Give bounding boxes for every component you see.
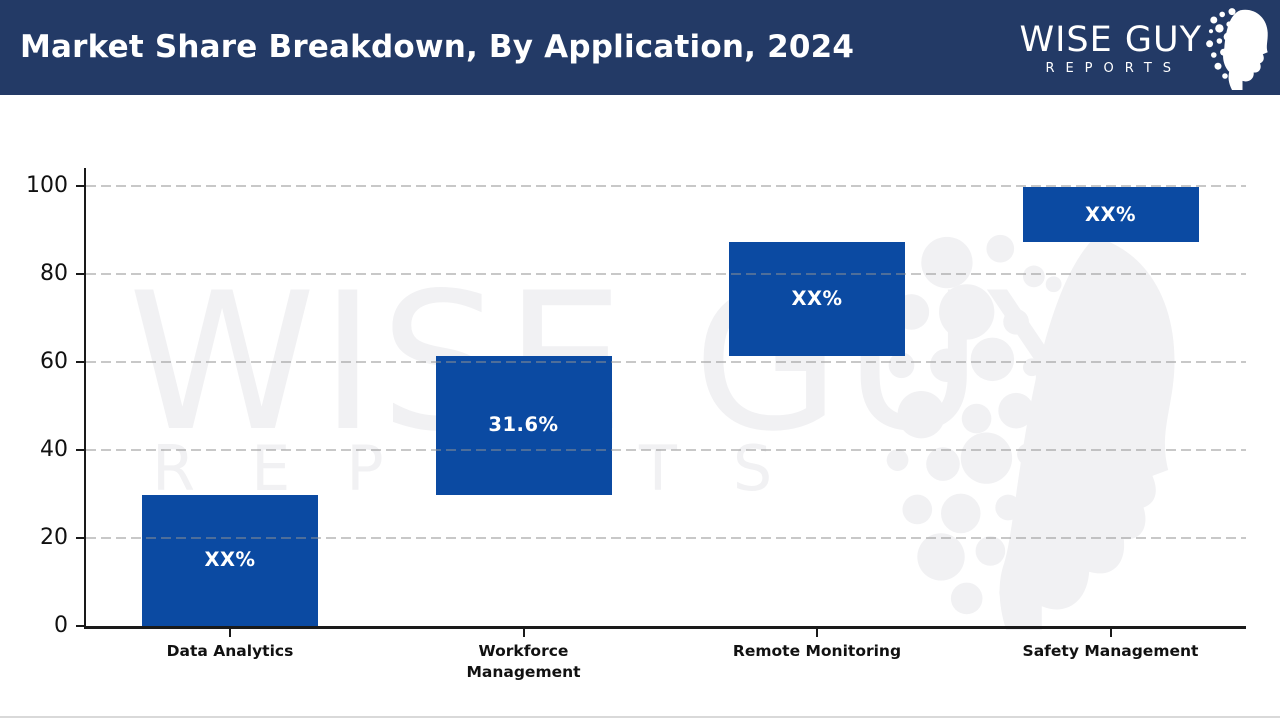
bar-segment — [1022, 187, 1199, 243]
bar-value-label: XX% — [791, 287, 843, 311]
y-axis-tickmark — [76, 273, 84, 275]
x-axis-category-line: Remote Monitoring — [732, 642, 902, 660]
wiseguy-head-icon — [1206, 8, 1268, 90]
gridline — [86, 449, 1246, 451]
logo-subtext: REPORTS — [1045, 61, 1183, 76]
x-axis-category-label: Safety Management — [991, 641, 1231, 662]
bar-segment — [435, 355, 612, 495]
header-bar: Market Share Breakdown, By Application, … — [0, 0, 1280, 95]
x-axis-category-label: Remote Monitoring — [697, 641, 937, 662]
wiseguy-logo: WISE GUY REPORTS — [1019, 4, 1274, 92]
x-axis-spine — [84, 626, 1246, 629]
y-axis-tickmark — [76, 537, 84, 539]
y-axis-tickmark — [76, 361, 84, 363]
x-axis-category-line: Data Analytics — [166, 642, 294, 660]
gridline — [86, 185, 1246, 187]
gridline — [86, 361, 1246, 363]
y-axis-tick-label: 60 — [40, 349, 68, 374]
x-axis-category-line: Management — [466, 663, 581, 681]
x-axis-category-label: Workforce Management — [404, 641, 644, 683]
gridline — [86, 537, 1246, 539]
x-axis-tickmark — [229, 628, 231, 637]
y-axis-tick-label: 100 — [26, 173, 68, 198]
y-axis-spine — [84, 168, 86, 628]
x-axis-tickmark — [1109, 628, 1112, 637]
y-axis-tick-label: 20 — [40, 525, 68, 550]
x-axis-tickmark — [522, 628, 525, 637]
bottom-rule — [0, 716, 1280, 718]
y-axis-tick-label: 0 — [54, 613, 68, 638]
y-axis-tickmark — [76, 625, 84, 627]
logo-wordmark: WISE GUY — [1019, 20, 1202, 60]
bar-segment — [729, 242, 905, 356]
bar-value-label: 31.6% — [488, 413, 559, 437]
watermark-head-graphic — [886, 234, 1175, 630]
bar-value-label: XX% — [204, 548, 256, 572]
bar-segment — [142, 494, 318, 626]
y-axis-tickmark — [76, 185, 84, 187]
x-axis-category-line: Safety Management — [1022, 642, 1199, 660]
y-axis-tick-label: 80 — [40, 261, 68, 286]
logo-text: WISE GUY REPORTS — [1019, 19, 1202, 77]
y-axis-tickmark — [76, 449, 84, 451]
x-axis-tickmark — [816, 628, 818, 637]
x-axis-category-line: Workforce — [478, 642, 569, 660]
gridline — [86, 273, 1246, 275]
x-axis-category-label: Data Analytics — [110, 641, 350, 662]
y-axis-tick-label: 40 — [40, 437, 68, 462]
chart-title: Market Share Breakdown, By Application, … — [20, 29, 855, 65]
bar-value-label: XX% — [1084, 202, 1137, 226]
